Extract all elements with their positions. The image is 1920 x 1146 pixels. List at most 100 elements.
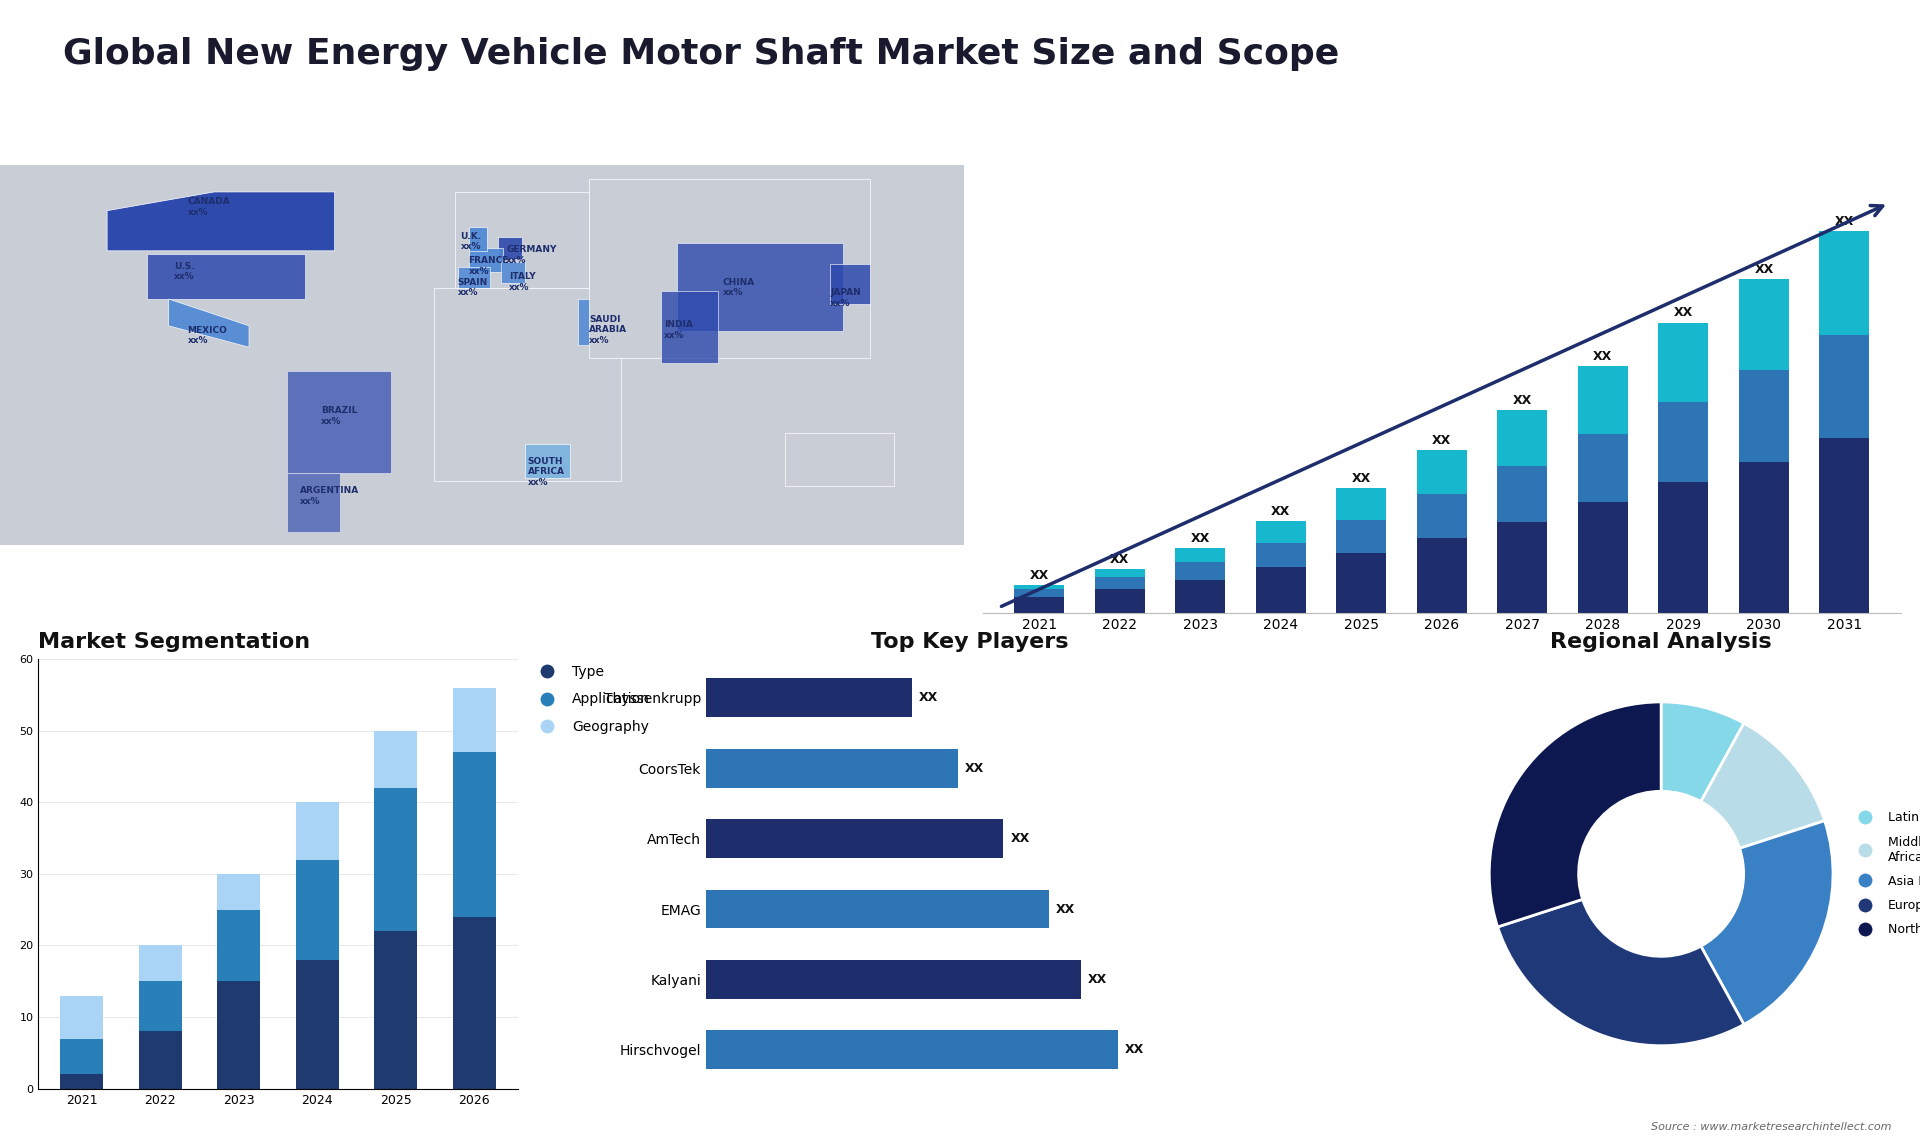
- Legend: Latin America, Middle East &
Africa, Asia Pacific, Europe, North America: Latin America, Middle East & Africa, Asi…: [1847, 807, 1920, 941]
- Text: XX: XX: [1755, 262, 1774, 276]
- Text: XX: XX: [1125, 1043, 1144, 1057]
- Text: CHINA
xx%: CHINA xx%: [724, 277, 755, 297]
- Polygon shape: [286, 473, 340, 532]
- Text: XX: XX: [920, 691, 939, 705]
- Bar: [1740, 278, 1789, 370]
- Text: BRAZIL
xx%: BRAZIL xx%: [321, 406, 357, 425]
- Polygon shape: [497, 237, 522, 259]
- Bar: [1014, 586, 1064, 589]
- Bar: [1094, 570, 1144, 578]
- Text: XX: XX: [1029, 570, 1048, 582]
- Polygon shape: [434, 289, 622, 481]
- Polygon shape: [169, 299, 250, 347]
- Bar: [1014, 597, 1064, 613]
- Title: Regional Analysis: Regional Analysis: [1549, 631, 1772, 652]
- Bar: [1498, 466, 1548, 521]
- Bar: [1578, 434, 1628, 502]
- Polygon shape: [468, 227, 488, 251]
- Text: U.S.
xx%: U.S. xx%: [175, 261, 194, 281]
- Bar: [453, 917, 495, 1089]
- Text: Source : www.marketresearchintellect.com: Source : www.marketresearchintellect.com: [1651, 1122, 1891, 1132]
- Text: JAPAN
xx%: JAPAN xx%: [829, 289, 860, 308]
- Bar: [1498, 521, 1548, 613]
- Polygon shape: [578, 299, 630, 345]
- Text: XX: XX: [1432, 434, 1452, 447]
- Text: XX: XX: [1271, 504, 1290, 518]
- Bar: [1659, 402, 1709, 481]
- Text: XX: XX: [1190, 532, 1210, 544]
- Bar: [1498, 410, 1548, 466]
- Bar: [138, 981, 182, 1031]
- Bar: [217, 910, 261, 981]
- Bar: [1417, 494, 1467, 537]
- Text: XX: XX: [1836, 215, 1855, 228]
- Polygon shape: [501, 261, 524, 283]
- Bar: [1094, 578, 1144, 589]
- Bar: [296, 960, 340, 1089]
- Text: XX: XX: [1594, 351, 1613, 363]
- Bar: [453, 752, 495, 917]
- Title: Top Key Players: Top Key Players: [872, 631, 1068, 652]
- Polygon shape: [455, 191, 589, 289]
- Bar: [1336, 488, 1386, 520]
- Text: XX: XX: [1010, 832, 1029, 845]
- Bar: [374, 931, 417, 1089]
- Polygon shape: [660, 291, 718, 363]
- Bar: [707, 889, 1048, 928]
- Text: Global New Energy Vehicle Motor Shaft Market Size and Scope: Global New Energy Vehicle Motor Shaft Ma…: [63, 37, 1340, 71]
- Bar: [374, 788, 417, 931]
- Bar: [1417, 537, 1467, 613]
- Wedge shape: [1498, 900, 1743, 1045]
- Bar: [60, 996, 104, 1038]
- Text: INDIA
xx%: INDIA xx%: [664, 321, 693, 340]
- Text: Market Segmentation: Market Segmentation: [38, 631, 311, 652]
- Bar: [1094, 589, 1144, 613]
- Bar: [217, 874, 261, 910]
- Polygon shape: [108, 191, 334, 251]
- Text: SOUTH
AFRICA
xx%: SOUTH AFRICA xx%: [528, 457, 564, 487]
- Bar: [1740, 462, 1789, 613]
- Bar: [296, 860, 340, 960]
- Polygon shape: [468, 249, 503, 273]
- Bar: [1659, 323, 1709, 402]
- Bar: [1175, 548, 1225, 563]
- Legend: Type, Application, Geography: Type, Application, Geography: [528, 659, 655, 740]
- Bar: [374, 731, 417, 788]
- Wedge shape: [1701, 723, 1824, 848]
- Bar: [707, 1030, 1117, 1069]
- Text: CANADA
xx%: CANADA xx%: [188, 197, 230, 217]
- Wedge shape: [1701, 821, 1834, 1025]
- Polygon shape: [589, 179, 870, 358]
- Bar: [138, 945, 182, 981]
- Bar: [1175, 580, 1225, 613]
- Bar: [1256, 543, 1306, 567]
- Polygon shape: [457, 267, 490, 289]
- Bar: [1659, 481, 1709, 613]
- Text: SAUDI
ARABIA
xx%: SAUDI ARABIA xx%: [589, 315, 628, 345]
- Bar: [1336, 554, 1386, 613]
- Text: ITALY
xx%: ITALY xx%: [509, 273, 536, 291]
- Bar: [1820, 231, 1870, 335]
- Text: XX: XX: [1513, 394, 1532, 407]
- Wedge shape: [1490, 701, 1661, 927]
- Text: XX: XX: [1674, 306, 1693, 320]
- Polygon shape: [524, 444, 570, 478]
- Bar: [1820, 335, 1870, 438]
- Text: U.K.
xx%: U.K. xx%: [461, 233, 482, 251]
- Bar: [1175, 563, 1225, 580]
- Text: MEXICO
xx%: MEXICO xx%: [188, 325, 227, 345]
- Bar: [1578, 502, 1628, 613]
- Text: GERMANY
xx%: GERMANY xx%: [507, 245, 557, 265]
- Bar: [1256, 520, 1306, 543]
- Polygon shape: [148, 253, 305, 299]
- Text: XX: XX: [1110, 554, 1129, 566]
- Bar: [707, 960, 1081, 999]
- Text: SPAIN
xx%: SPAIN xx%: [457, 277, 488, 297]
- Bar: [453, 688, 495, 752]
- Bar: [707, 819, 1004, 858]
- Bar: [1740, 370, 1789, 462]
- Polygon shape: [785, 433, 895, 486]
- Bar: [707, 748, 958, 787]
- Text: XX: XX: [1056, 903, 1075, 916]
- Text: XX: XX: [1089, 973, 1108, 986]
